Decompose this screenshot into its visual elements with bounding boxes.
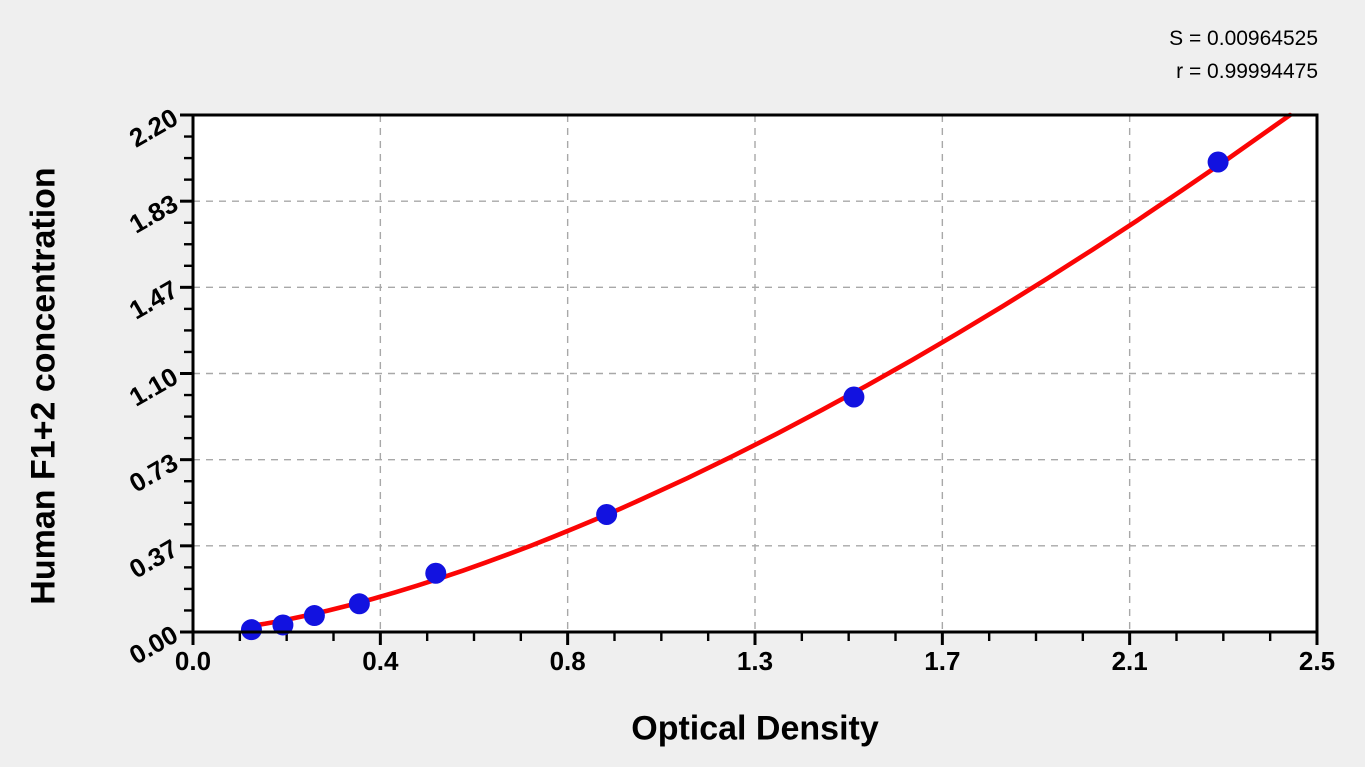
data-point <box>596 504 618 525</box>
data-point <box>348 593 370 615</box>
plot-border <box>191 113 1319 634</box>
y-axis-title: Human F1+2 concentration <box>24 167 63 605</box>
data-point <box>272 614 294 636</box>
x-tick-label: 1.7 <box>924 646 961 676</box>
fit-statistics: S = 0.00964525 r = 0.99994475 <box>1169 22 1318 88</box>
x-axis-title: Optical Density <box>631 709 879 748</box>
stat-s-value: S = 0.00964525 <box>1169 27 1318 50</box>
x-tick-label: 0.0 <box>174 646 212 676</box>
data-point <box>843 386 865 408</box>
data-point <box>1207 151 1229 173</box>
x-tick-label: 2.1 <box>1111 646 1148 676</box>
data-point <box>303 605 325 627</box>
x-tick-label: 0.8 <box>549 646 586 676</box>
x-tick-label: 0.4 <box>362 646 399 676</box>
data-point <box>425 562 447 584</box>
x-tick-label: 1.3 <box>736 646 774 676</box>
data-point <box>240 619 262 641</box>
stat-r-value: r = 0.99994475 <box>1176 60 1318 83</box>
x-tick-label: 2.5 <box>1298 646 1336 676</box>
